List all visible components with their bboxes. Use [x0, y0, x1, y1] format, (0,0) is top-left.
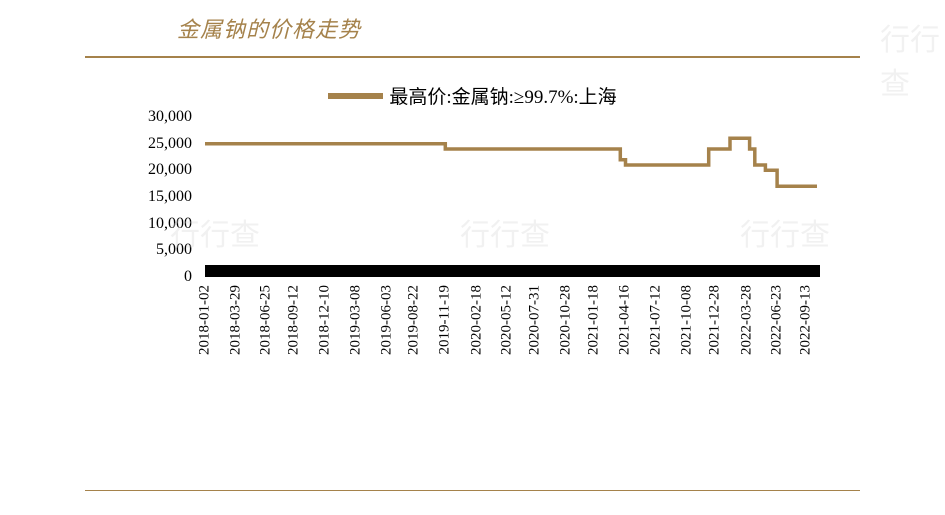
x-tick-label: 2021-07-12	[648, 285, 665, 355]
x-axis-labels: 2018-01-022018-03-292018-06-252018-09-12…	[205, 285, 817, 445]
x-tick-label: 2020-02-18	[468, 285, 485, 355]
x-tick-label: 2021-10-08	[678, 285, 695, 355]
x-tick-label: 2018-03-29	[227, 285, 244, 355]
chart-container: 金属钠的价格走势 最高价:金属钠:≥99.7%:上海 0 5,000 10,000 1…	[85, 12, 860, 457]
y-tick-label: 15,000	[148, 188, 192, 206]
x-tick-label: 2019-11-19	[437, 285, 454, 354]
x-tick-label: 2018-12-10	[316, 285, 333, 355]
x-tick-label: 2019-08-22	[406, 285, 423, 355]
x-tick-label: 2020-07-31	[526, 285, 543, 355]
price-line	[205, 138, 817, 186]
x-tick-label: 2018-06-25	[258, 285, 275, 355]
y-tick-label: 20,000	[148, 161, 192, 179]
x-tick-label: 2018-01-02	[197, 285, 214, 355]
x-tick-label: 2019-06-03	[378, 285, 395, 355]
title-rule	[85, 56, 860, 58]
chart-title: 金属钠的价格走势	[177, 12, 860, 44]
x-axis-bar	[205, 265, 820, 277]
legend-label: 最高价:金属钠:≥99.7%:上海	[389, 82, 616, 109]
x-tick-label: 2021-12-28	[706, 285, 723, 355]
x-tick-label: 2018-09-12	[285, 285, 302, 355]
chart-area: 05,00010,00015,00020,00025,00030,000 201…	[85, 117, 860, 457]
x-tick-label: 2020-05-12	[498, 285, 515, 355]
y-tick-label: 5,000	[156, 241, 192, 259]
x-tick-label: 2020-10-28	[557, 285, 574, 355]
bottom-rule	[85, 490, 860, 491]
y-tick-label: 30,000	[148, 108, 192, 126]
y-tick-label: 0	[184, 268, 192, 286]
line-plot	[205, 117, 817, 277]
x-tick-label: 2021-04-16	[617, 285, 634, 355]
legend-swatch	[328, 93, 383, 99]
x-tick-label: 2022-03-28	[738, 285, 755, 355]
y-axis-labels: 05,00010,00015,00020,00025,00030,000	[85, 117, 200, 277]
legend: 最高价:金属钠:≥99.7%:上海	[85, 82, 860, 109]
x-tick-label: 2022-09-13	[797, 285, 814, 355]
x-tick-label: 2022-06-23	[769, 285, 786, 355]
watermark: 行行查	[880, 15, 945, 103]
x-tick-label: 2019-03-08	[348, 285, 365, 355]
x-tick-label: 2021-01-18	[586, 285, 603, 355]
y-tick-label: 25,000	[148, 135, 192, 153]
y-tick-label: 10,000	[148, 215, 192, 233]
